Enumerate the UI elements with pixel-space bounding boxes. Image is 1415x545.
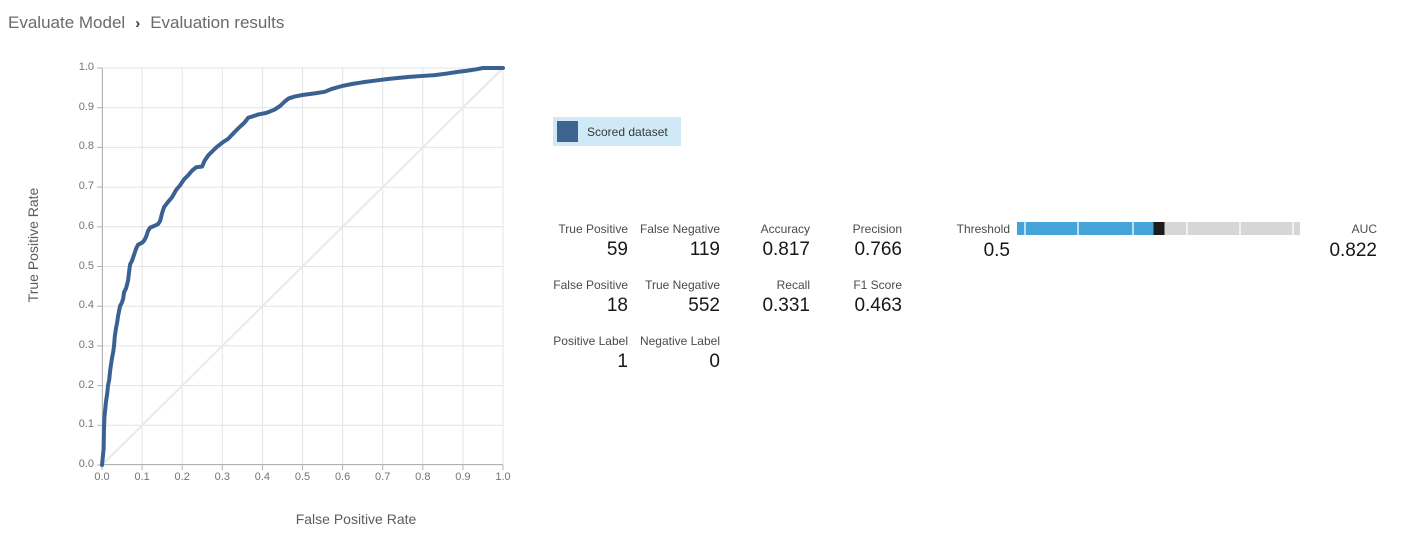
x-axis-title: False Positive Rate (295, 511, 417, 527)
x-tick-label: 0.2 (174, 471, 190, 483)
plot-area (97, 66, 505, 470)
legend-scored-dataset[interactable]: Scored dataset (553, 117, 681, 146)
metric-label: True Positive (558, 222, 628, 236)
legend-label: Scored dataset (587, 124, 668, 139)
x-tick-label: 1.0 (495, 471, 511, 483)
metric-value: 0 (709, 351, 720, 372)
breadcrumb-chevron-icon: › (135, 14, 141, 32)
auc-label: AUC (1351, 222, 1377, 236)
x-tick-label: 0.1 (134, 471, 150, 483)
metric-label: F1 Score (853, 278, 902, 292)
roc-curve-line (100, 66, 505, 467)
metric-value: 0.817 (762, 239, 810, 260)
y-tick-label: 0.8 (78, 140, 94, 153)
slider-separator (1292, 222, 1295, 235)
metric-accuracy: Accuracy 0.817 (720, 222, 810, 261)
x-tick-label: 0.9 (455, 471, 471, 483)
metric-label: False Positive (553, 278, 628, 292)
metric-value: 0.766 (854, 239, 902, 260)
reference-diagonal-line (101, 67, 504, 466)
breadcrumb: Evaluate Model › Evaluation results (8, 13, 284, 33)
slider-separator (1024, 222, 1027, 235)
metric-precision: Precision 0.766 (810, 222, 902, 261)
y-axis-title: True Positive Rate (25, 187, 41, 303)
threshold-slider[interactable] (1017, 222, 1300, 235)
y-tick-label: 0.2 (78, 378, 94, 391)
y-tick-label: 0.3 (78, 338, 94, 351)
y-tick-label: 0.4 (78, 299, 94, 312)
metric-value: 59 (606, 239, 628, 260)
metric-label: Recall (776, 278, 810, 292)
y-tick-label: 0.5 (78, 259, 94, 272)
metric-value: 1 (617, 351, 628, 372)
auc-value: 0.822 (1329, 240, 1377, 261)
metrics-grid: True Positive 59 False Negative 119 Accu… (544, 222, 902, 390)
metric-label: False Negative (639, 222, 720, 236)
metric-label: Accuracy (760, 222, 810, 236)
breadcrumb-current: Evaluation results (150, 13, 285, 32)
metric-value: 119 (689, 239, 720, 260)
metric-value: 18 (606, 295, 628, 316)
metric-false-negative: False Negative 119 (628, 222, 720, 261)
y-tick-label: 0.9 (78, 100, 94, 113)
legend-swatch (557, 121, 578, 142)
metric-recall: Recall 0.331 (720, 278, 810, 317)
y-tick-label: 0.7 (78, 180, 94, 193)
threshold-label: Threshold (956, 222, 1010, 236)
threshold-slider-fill (1017, 222, 1159, 235)
x-tick-label: 0.7 (375, 471, 391, 483)
metric-true-negative: True Negative 552 (628, 278, 720, 317)
threshold-block: Threshold 0.5 (900, 222, 1010, 262)
slider-separator (1238, 222, 1241, 235)
threshold-value: 0.5 (983, 240, 1010, 261)
metric-false-positive: False Positive 18 (544, 278, 628, 317)
metric-f1-score: F1 Score 0.463 (810, 278, 902, 317)
roc-chart: True Positive Rate False Positive Rate 0… (0, 0, 545, 545)
x-tick-label: 0.4 (254, 471, 271, 483)
slider-separator (1076, 222, 1079, 235)
metric-label: True Negative (645, 278, 720, 292)
x-tick-label: 0.5 (294, 471, 311, 483)
x-tick-label: 0.6 (334, 471, 351, 483)
slider-separator (1185, 222, 1188, 235)
metric-value: 552 (688, 295, 720, 316)
metric-positive-label: Positive Label 1 (544, 334, 628, 373)
y-tick-label: 0.6 (78, 219, 94, 232)
metric-value: 0.463 (854, 295, 902, 316)
auc-block: AUC 0.822 (1267, 222, 1377, 262)
x-tick-label: 0.8 (415, 471, 431, 483)
y-tick-label: 0.1 (78, 418, 94, 431)
metric-true-positive: True Positive 59 (544, 222, 628, 261)
breadcrumb-parent[interactable]: Evaluate Model (8, 13, 126, 32)
x-tick-label: 0.3 (214, 471, 230, 483)
metric-value: 0.331 (762, 295, 810, 316)
metric-label: Positive Label (553, 334, 628, 348)
metric-label: Negative Label (639, 334, 720, 348)
y-tick-label: 1.0 (78, 61, 94, 73)
roc-plot-svg (97, 66, 505, 470)
metric-label: Precision (852, 222, 902, 236)
slider-separator (1131, 222, 1134, 235)
metric-negative-label: Negative Label 0 (628, 334, 720, 373)
x-tick-label: 0.0 (94, 471, 110, 483)
threshold-slider-handle[interactable] (1153, 222, 1164, 235)
y-tick-label: 0.0 (78, 458, 94, 470)
